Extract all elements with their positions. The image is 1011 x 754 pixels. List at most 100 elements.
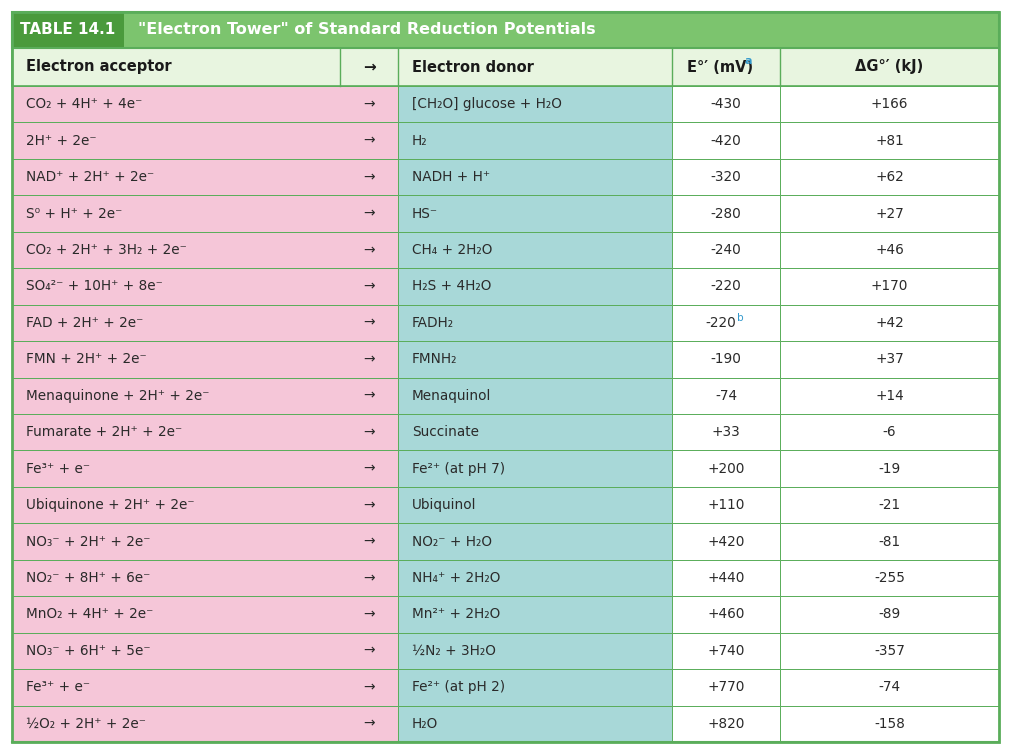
Text: ΔG°′ (kJ): ΔG°′ (kJ) [855,60,924,75]
Bar [398,559,672,596]
Bar [12,341,398,378]
Bar [398,305,672,341]
Bar [124,12,999,48]
Bar [12,48,999,86]
Text: a: a [744,56,752,66]
Text: +170: +170 [870,280,908,293]
Bar [780,523,999,559]
Bar [12,12,999,48]
Text: CO₂ + 4H⁺ + 4e⁻: CO₂ + 4H⁺ + 4e⁻ [26,97,143,112]
Bar [672,523,780,559]
Bar [12,268,398,305]
Bar [780,487,999,523]
Text: Electron acceptor: Electron acceptor [26,60,172,75]
Text: Fe³⁺ + e⁻: Fe³⁺ + e⁻ [26,680,90,694]
Bar [672,268,780,305]
Text: Ubiquinone + 2H⁺ + 2e⁻: Ubiquinone + 2H⁺ + 2e⁻ [26,498,195,512]
Bar [398,706,672,742]
Bar [398,487,672,523]
Bar [12,487,398,523]
Text: H₂: H₂ [412,133,428,148]
Text: →: → [363,717,375,731]
Text: -158: -158 [875,717,905,731]
Text: -74: -74 [715,389,737,403]
Text: "Electron Tower" of Standard Reduction Potentials: "Electron Tower" of Standard Reduction P… [137,23,595,38]
Bar [398,414,672,450]
Text: +200: +200 [708,461,745,476]
Text: Mn²⁺ + 2H₂O: Mn²⁺ + 2H₂O [412,608,500,621]
Text: -420: -420 [711,133,741,148]
Text: →: → [363,680,375,694]
Bar [672,378,780,414]
Text: H₂S + 4H₂O: H₂S + 4H₂O [412,280,491,293]
Bar [780,414,999,450]
Bar [672,341,780,378]
Text: +81: +81 [876,133,904,148]
Text: 2H⁺ + 2e⁻: 2H⁺ + 2e⁻ [26,133,97,148]
Bar [398,341,672,378]
Bar [672,159,780,195]
Text: NO₃⁻ + 6H⁺ + 5e⁻: NO₃⁻ + 6H⁺ + 5e⁻ [26,644,151,658]
Bar [12,559,398,596]
Bar [398,86,672,122]
Bar [398,669,672,706]
Text: S⁰ + H⁺ + 2e⁻: S⁰ + H⁺ + 2e⁻ [26,207,122,221]
Text: FMNH₂: FMNH₂ [412,352,458,366]
Text: →: → [363,535,375,549]
Bar [12,305,398,341]
Bar [398,633,672,669]
Text: ½N₂ + 3H₂O: ½N₂ + 3H₂O [412,644,495,658]
Text: +820: +820 [708,717,745,731]
Text: →: → [363,461,375,476]
Text: FADH₂: FADH₂ [412,316,454,330]
Text: CO₂ + 2H⁺ + 3H₂ + 2e⁻: CO₂ + 2H⁺ + 3H₂ + 2e⁻ [26,243,187,257]
Bar [398,596,672,633]
Bar [780,305,999,341]
Bar [672,669,780,706]
Text: H₂O: H₂O [412,717,438,731]
Text: +166: +166 [870,97,908,112]
Bar [672,596,780,633]
Bar [398,523,672,559]
Bar [780,706,999,742]
Text: →: → [363,97,375,112]
Bar [12,669,398,706]
Text: ½O₂ + 2H⁺ + 2e⁻: ½O₂ + 2H⁺ + 2e⁻ [26,717,146,731]
Text: →: → [363,389,375,403]
Text: +42: +42 [876,316,904,330]
Text: NO₂⁻ + H₂O: NO₂⁻ + H₂O [412,535,492,549]
Text: Succinate: Succinate [412,425,479,440]
Bar [398,159,672,195]
Bar [780,195,999,231]
Bar [780,450,999,487]
Text: -240: -240 [711,243,741,257]
Bar [12,122,398,159]
Bar [780,559,999,596]
Bar [780,122,999,159]
Bar [672,414,780,450]
Text: +770: +770 [708,680,745,694]
Text: HS⁻: HS⁻ [412,207,438,221]
Text: -357: -357 [875,644,905,658]
Text: FMN + 2H⁺ + 2e⁻: FMN + 2H⁺ + 2e⁻ [26,352,147,366]
Bar [780,231,999,268]
Text: NAD⁺ + 2H⁺ + 2e⁻: NAD⁺ + 2H⁺ + 2e⁻ [26,170,155,184]
Text: SO₄²⁻ + 10H⁺ + 8e⁻: SO₄²⁻ + 10H⁺ + 8e⁻ [26,280,163,293]
Text: -255: -255 [874,571,905,585]
Text: Menaquinol: Menaquinol [412,389,491,403]
Bar [12,596,398,633]
Bar [780,633,999,669]
Text: -89: -89 [879,608,901,621]
Bar [12,378,398,414]
Text: -220: -220 [711,280,741,293]
Text: -19: -19 [879,461,901,476]
Bar [672,633,780,669]
Bar [672,305,780,341]
Text: →: → [363,498,375,512]
Text: +14: +14 [876,389,904,403]
Bar [780,378,999,414]
Bar [672,450,780,487]
Text: -21: -21 [879,498,901,512]
Text: +37: +37 [876,352,904,366]
Bar [672,86,780,122]
